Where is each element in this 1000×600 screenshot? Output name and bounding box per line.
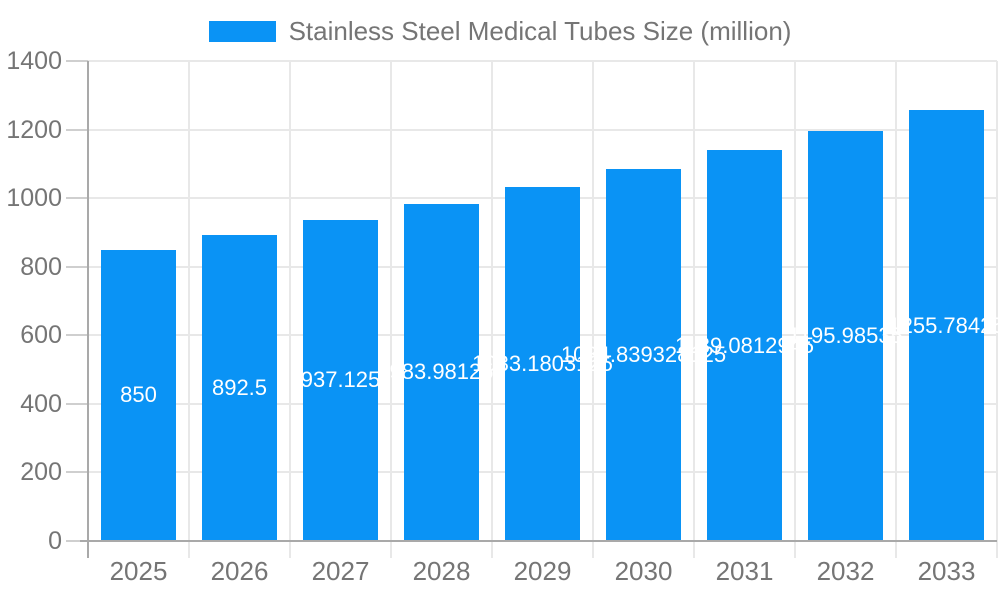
bar-value-label: 1084.839328125	[560, 342, 727, 368]
y-axis-label: 400	[20, 389, 62, 418]
x-axis-label: 2025	[109, 556, 168, 586]
plot-area: 0 200 400 600 800 1000 1200 1400 850 2025 892.5 202…	[6, 48, 1000, 584]
x-axis-label: 2033	[917, 556, 976, 586]
y-tick	[66, 265, 88, 268]
x-boundary-line	[794, 61, 796, 558]
bar-2028[interactable]	[404, 203, 479, 541]
x-boundary-line	[289, 61, 291, 558]
bar-value-label: 1139.0812945	[674, 332, 815, 358]
y-gridline	[88, 128, 997, 131]
y-tick	[66, 471, 88, 474]
y-axis-label: 200	[20, 458, 62, 487]
x-axis-label: 2031	[715, 556, 774, 586]
y-tick	[66, 540, 88, 542]
bar-value-label: 892.5	[211, 375, 268, 400]
bar-value-label: 1195.98535	[788, 322, 903, 348]
x-axis-label: 2029	[513, 556, 572, 586]
y-tick	[66, 402, 88, 405]
y-axis-label: 0	[48, 527, 62, 555]
y-axis-label: 600	[20, 321, 62, 350]
bar-2030[interactable]	[606, 169, 681, 541]
bar-value-label: 983.98125	[389, 359, 494, 385]
y-tick	[66, 334, 88, 337]
y-axis-label: 1000	[6, 184, 62, 213]
bar-value-label: 1255.78425	[888, 312, 1000, 338]
bar-value-label: 1033.1803125	[472, 350, 613, 376]
y-gridline	[88, 60, 997, 62]
y-axis-label: 800	[20, 252, 62, 281]
legend-swatch-icon	[208, 20, 276, 42]
bar-2025[interactable]	[101, 249, 176, 541]
bar-2026[interactable]	[202, 235, 277, 541]
x-boundary-line	[996, 61, 998, 558]
x-boundary-line	[895, 61, 897, 558]
x-axis-label: 2026	[210, 556, 269, 586]
y-tick	[66, 128, 88, 131]
y-tick	[66, 197, 88, 200]
y-axis-line	[87, 61, 89, 558]
x-boundary-line	[390, 61, 392, 558]
legend-label: Stainless Steel Medical Tubes Size (mill…	[288, 16, 792, 46]
bar-2032[interactable]	[808, 130, 883, 541]
x-boundary-line	[693, 61, 695, 558]
x-boundary-line	[592, 61, 594, 558]
x-axis-line	[80, 540, 997, 542]
y-tick	[66, 60, 88, 62]
bar-value-label: 937.125	[300, 367, 381, 393]
bar-2027[interactable]	[303, 219, 378, 541]
x-axis-label: 2027	[311, 556, 370, 586]
y-axis-label: 1200	[6, 115, 62, 144]
x-axis-label: 2028	[412, 556, 471, 586]
bar-value-label: 850	[120, 382, 157, 408]
x-axis-label: 2030	[614, 556, 673, 586]
y-axis-label: 1400	[6, 47, 62, 75]
x-axis-label: 2032	[816, 556, 875, 586]
legend[interactable]: Stainless Steel Medical Tubes Size (mill…	[0, 16, 1000, 46]
bar-2029[interactable]	[505, 186, 580, 541]
x-boundary-line	[491, 61, 493, 558]
x-boundary-line	[188, 61, 190, 558]
bar-2033[interactable]	[909, 110, 984, 541]
bar-2031[interactable]	[707, 150, 782, 541]
